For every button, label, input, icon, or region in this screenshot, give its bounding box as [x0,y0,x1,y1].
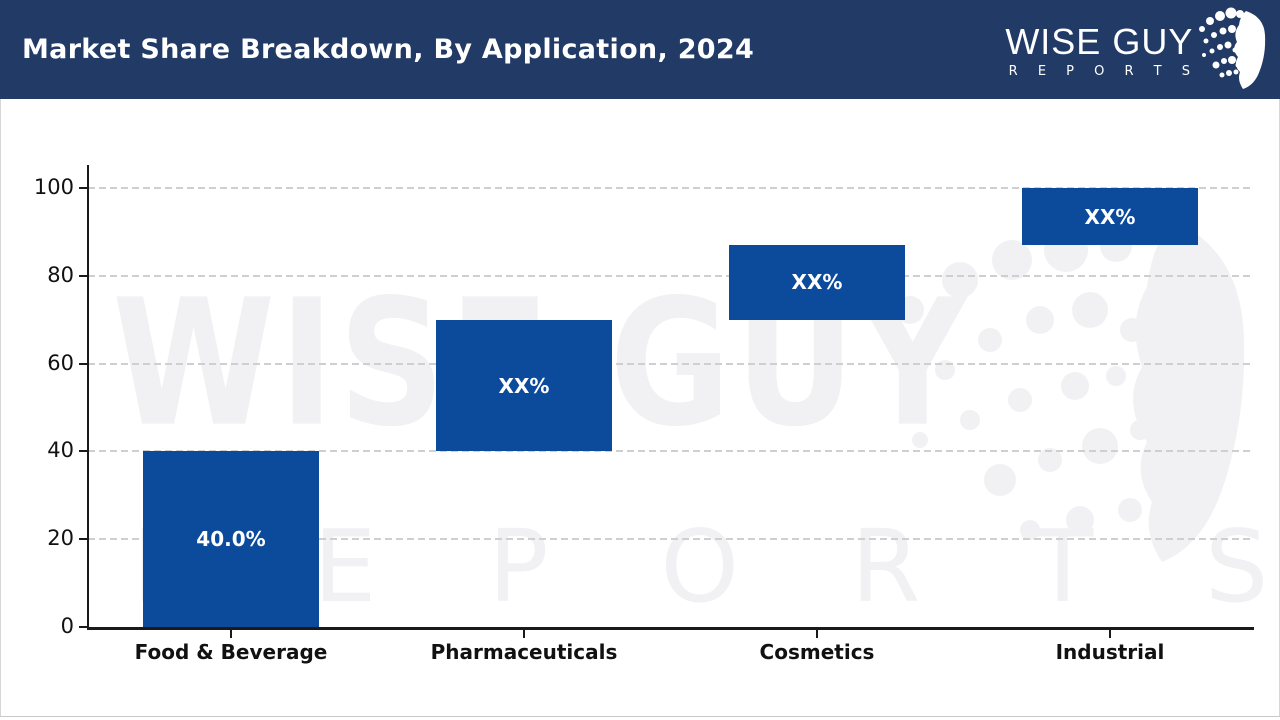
gridline-40 [88,450,1253,453]
bar-value-label: XX% [498,373,550,398]
content-border-bottom [0,716,1280,717]
brand-logo: WISE GUY R E P O R T S [1001,7,1270,93]
brand-name: WISE GUY [1005,20,1194,62]
gridline-100 [88,187,1253,189]
gridline-20 [88,538,1253,541]
y-axis-tick-label: 100 [33,175,74,199]
brand-tagline: R E P O R T S [1008,63,1198,79]
y-axis-tick-label: 20 [47,526,74,551]
x-axis-line [87,627,1254,630]
x-axis-category-label: Food & Beverage [134,640,328,664]
y-axis-tickmark [79,450,87,453]
header-bar: Market Share Breakdown, By Application, … [0,0,1280,99]
bar-industrial: XX% [1022,188,1198,246]
x-axis-category-label: Industrial [1055,640,1165,664]
x-axis-category-label: Cosmetics [759,640,875,664]
x-axis-tickmark [1109,630,1111,638]
page-title: Market Share Breakdown, By Application, … [22,34,755,65]
bar-value-label: 40.0% [196,527,266,552]
y-axis-tick-label: 0 [60,614,74,638]
y-axis-tick-label: 60 [47,350,74,375]
y-axis-tickmark [79,187,87,189]
x-axis-tickmark [523,630,525,638]
y-axis-tick-label: 40 [47,438,74,463]
content-border-left [0,99,1,716]
x-axis-tickmark [816,630,818,638]
x-axis-tickmark [230,630,232,638]
gridline-60 [88,362,1253,365]
y-axis-tickmark [79,538,87,541]
y-axis-tick-label: 80 [47,262,74,287]
bar-cosmetics: XX% [729,245,905,320]
bar-food-beverage: 40.0% [143,451,319,627]
gridline-80 [88,274,1253,277]
x-axis-category-label: Pharmaceuticals [430,640,618,664]
bar-pharmaceuticals: XX% [436,319,612,452]
bar-value-label: XX% [1084,204,1136,229]
brand-head-icon [1199,7,1266,89]
y-axis-tickmark [79,626,87,628]
y-axis-line [87,165,89,630]
brand-logo-text: WISE GUY R E P O R T S [1001,21,1198,79]
y-axis-tickmark [79,274,87,277]
bar-value-label: XX% [791,270,843,295]
y-axis-tickmark [79,362,87,365]
